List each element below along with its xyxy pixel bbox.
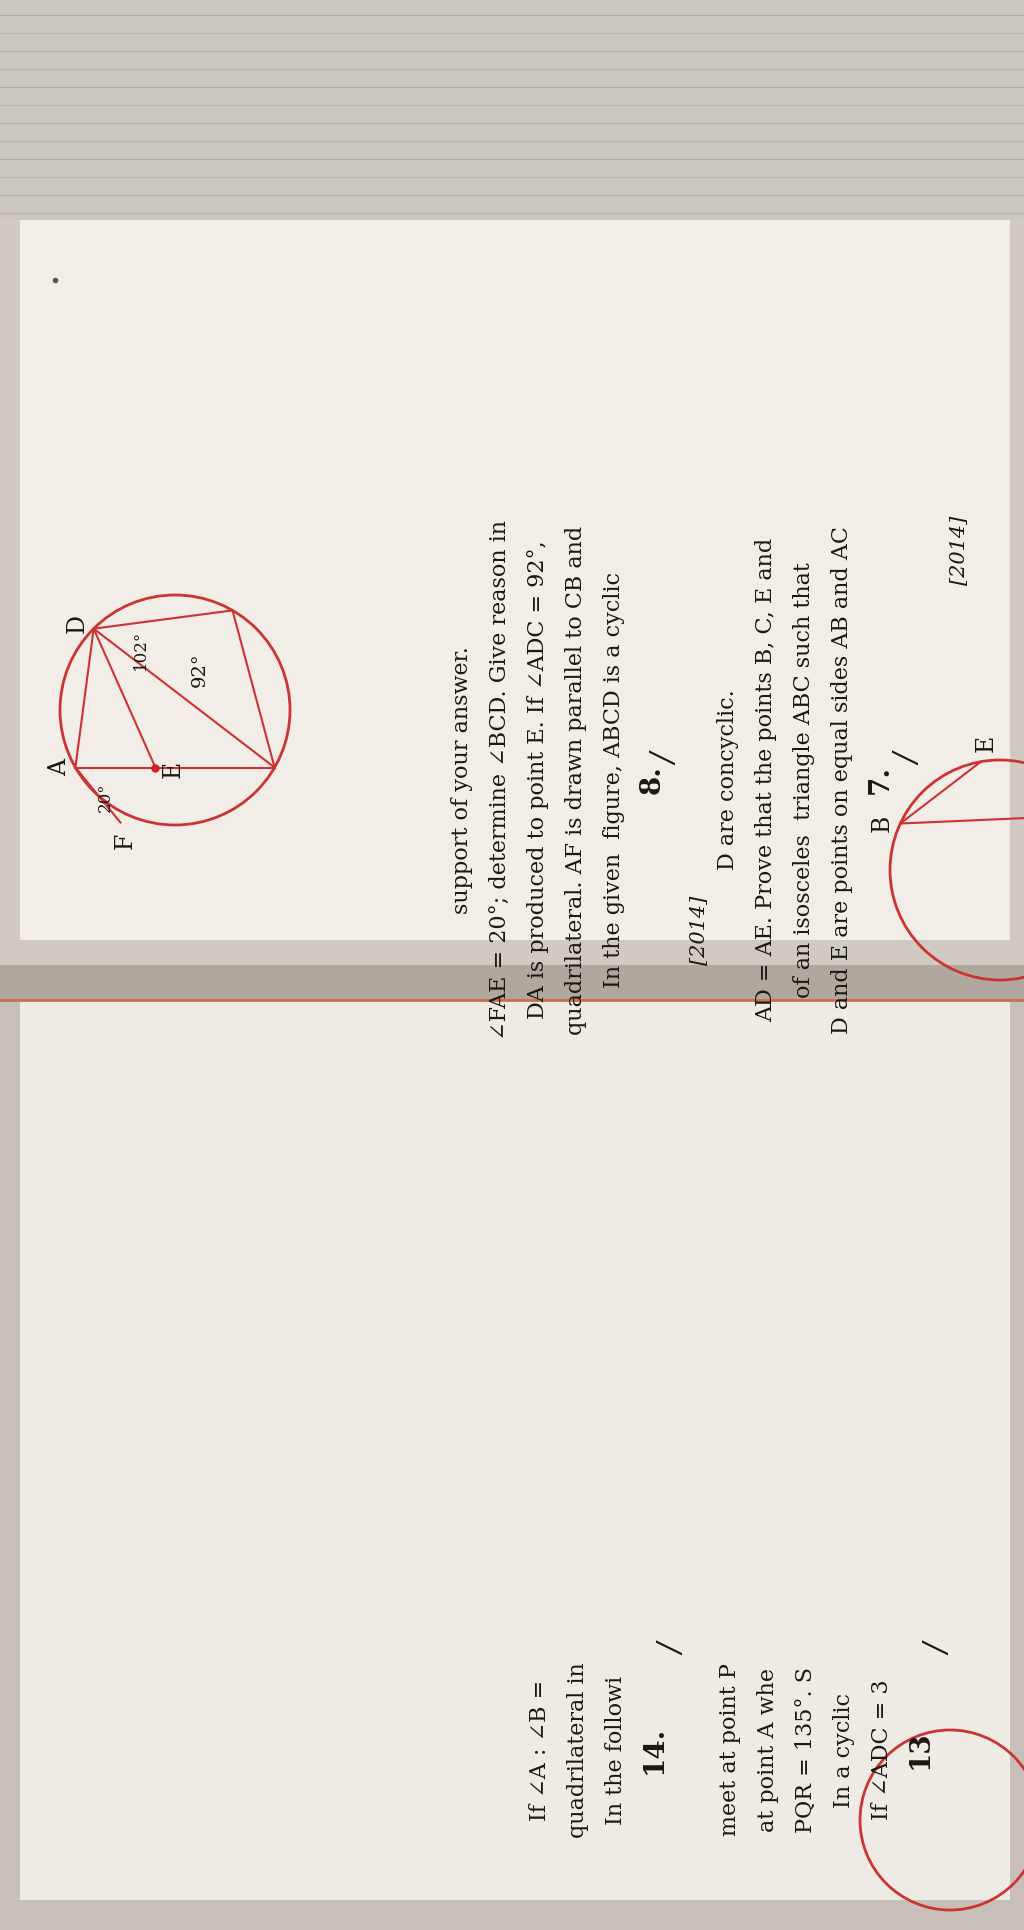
Text: 7.: 7.	[866, 766, 894, 795]
Text: 20°: 20°	[97, 784, 114, 813]
Text: [2014]: [2014]	[690, 896, 710, 965]
Text: [2014]: [2014]	[950, 515, 970, 585]
Text: /: /	[658, 1644, 689, 1656]
Text: D are concyclic.: D are concyclic.	[717, 689, 739, 870]
Text: /: /	[651, 755, 683, 764]
Text: In a cyclic: In a cyclic	[833, 1693, 855, 1808]
Bar	[20, 220, 1010, 940]
Text: 13: 13	[906, 1731, 934, 1770]
Text: quadrilateral. AF is drawn parallel to CB and: quadrilateral. AF is drawn parallel to C…	[565, 525, 587, 1034]
Text: at point A whe: at point A whe	[757, 1668, 779, 1832]
Bar	[0, 0, 1024, 220]
Text: In the followi: In the followi	[605, 1675, 627, 1824]
Text: F: F	[114, 832, 137, 849]
Text: If ∠ADC = 3: If ∠ADC = 3	[871, 1679, 893, 1820]
Bar	[0, 965, 1024, 1000]
Text: E: E	[975, 735, 997, 753]
Text: ∠FAE = 20°; determine ∠BCD. Give reason in: ∠FAE = 20°; determine ∠BCD. Give reason …	[489, 519, 511, 1040]
Text: DA is produced to point E. If ∠ADC = 92°,: DA is produced to point E. If ∠ADC = 92°…	[527, 540, 549, 1019]
Text: 92°: 92°	[191, 652, 209, 687]
Text: support of your answer.: support of your answer.	[451, 647, 473, 915]
Text: D: D	[67, 614, 89, 633]
Text: AD = AE. Prove that the points B, C, E and: AD = AE. Prove that the points B, C, E a…	[755, 538, 777, 1023]
Text: quadrilateral in: quadrilateral in	[567, 1662, 589, 1837]
Bar	[0, 965, 1024, 1930]
Text: PQR = 135°. S: PQR = 135°. S	[795, 1668, 817, 1834]
Bar	[0, 0, 1024, 965]
Text: In the given  figure, ABCD is a cyclic: In the given figure, ABCD is a cyclic	[603, 571, 625, 988]
Text: of an isosceles  triangle ABC such that: of an isosceles triangle ABC such that	[793, 562, 815, 998]
Text: E: E	[162, 760, 185, 778]
Bar	[20, 1000, 1010, 1899]
Text: B: B	[870, 814, 894, 832]
Text: meet at point P: meet at point P	[719, 1664, 741, 1837]
Text: If ∠A : ∠B =: If ∠A : ∠B =	[529, 1679, 551, 1820]
Text: 14.: 14.	[640, 1725, 668, 1774]
Text: 8.: 8.	[639, 766, 666, 795]
Text: /: /	[925, 1644, 955, 1656]
Text: D and E are points on equal sides AB and AC: D and E are points on equal sides AB and…	[831, 527, 853, 1034]
Text: 102°: 102°	[131, 629, 148, 670]
Text: A: A	[48, 758, 71, 776]
Text: /: /	[895, 755, 926, 764]
